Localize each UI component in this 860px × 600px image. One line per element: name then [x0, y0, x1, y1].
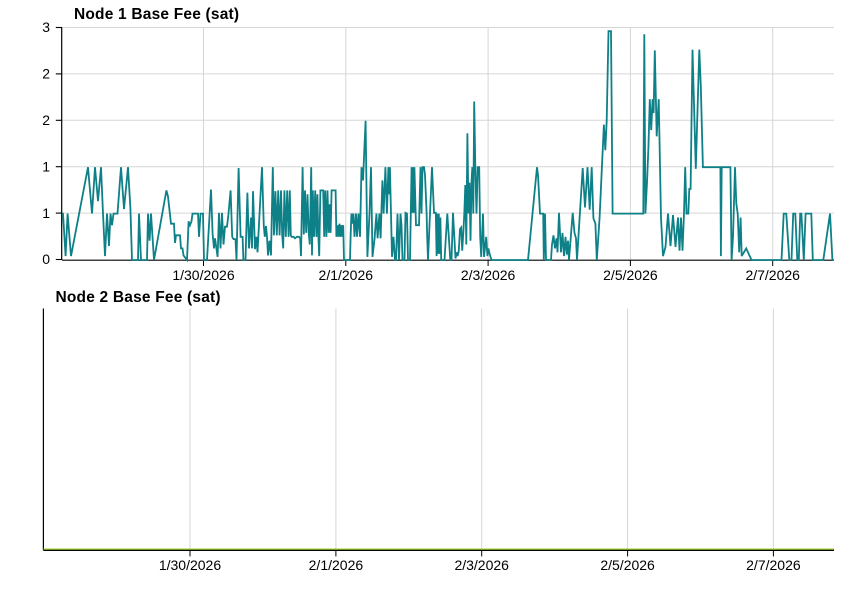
svg-text:2/7/2026: 2/7/2026: [745, 267, 800, 283]
svg-text:3: 3: [42, 19, 50, 35]
svg-text:Node 1 Base Fee (sat): Node 1 Base Fee (sat): [74, 6, 239, 23]
svg-text:1/30/2026: 1/30/2026: [172, 267, 234, 283]
svg-text:2/3/2026: 2/3/2026: [454, 557, 509, 573]
svg-text:2/7/2026: 2/7/2026: [746, 557, 801, 573]
svg-text:2/5/2026: 2/5/2026: [600, 557, 655, 573]
svg-text:1: 1: [42, 158, 50, 174]
svg-text:2: 2: [42, 112, 50, 128]
svg-text:2/3/2026: 2/3/2026: [461, 267, 516, 283]
svg-text:2/1/2026: 2/1/2026: [309, 557, 364, 573]
svg-text:0: 0: [42, 251, 50, 267]
svg-text:2: 2: [42, 66, 50, 82]
svg-text:Node 2 Base Fee (sat): Node 2 Base Fee (sat): [56, 289, 221, 306]
svg-text:1/30/2026: 1/30/2026: [159, 557, 221, 573]
svg-text:2/1/2026: 2/1/2026: [319, 267, 374, 283]
svg-text:1: 1: [42, 205, 50, 221]
svg-text:2/5/2026: 2/5/2026: [603, 267, 658, 283]
